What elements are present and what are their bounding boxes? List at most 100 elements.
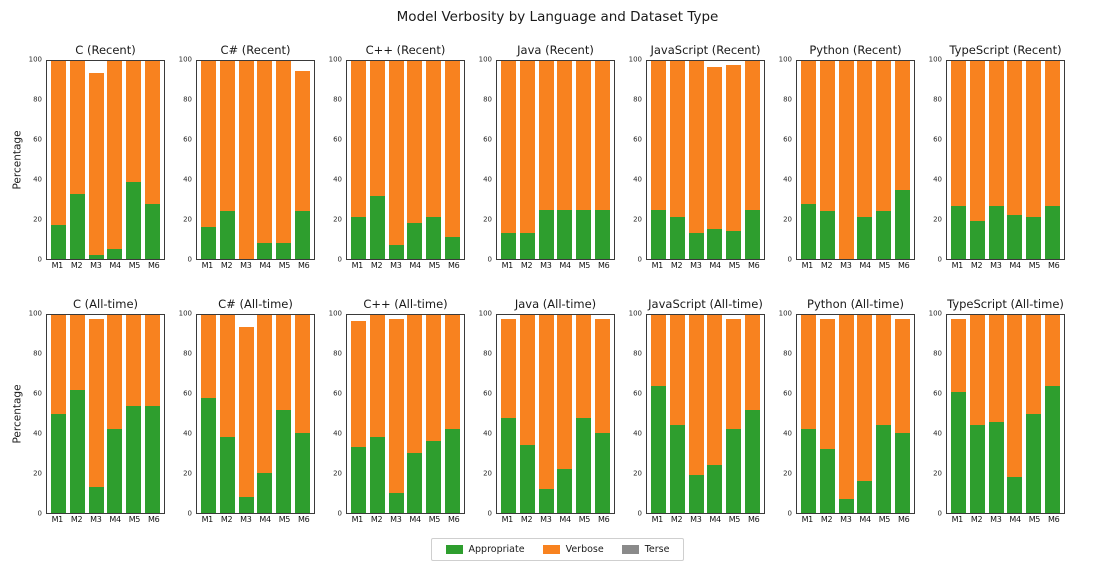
x-tick-label: M6 — [597, 514, 610, 524]
x-axis-ticks: M1 M2 M3 M4 M5 M6 — [196, 261, 315, 271]
x-tick-label: M1 — [201, 514, 214, 524]
y-tick-label: 0 — [37, 509, 42, 518]
y-tick-label: 80 — [633, 349, 642, 358]
y-tick-label: 60 — [333, 389, 342, 398]
x-tick-label: M2 — [70, 514, 83, 524]
bar-m1 — [950, 315, 966, 513]
subplot-title: Java (All-time) — [514, 296, 597, 311]
segment-verbose — [107, 61, 123, 250]
segment-appropriate — [200, 227, 216, 259]
segment-verbose — [745, 314, 761, 410]
segment-verbose — [500, 318, 516, 418]
x-tick-label: M6 — [1047, 261, 1060, 270]
x-tick-label: M5 — [428, 261, 441, 270]
x-tick-label: M5 — [128, 514, 141, 524]
bar-m1 — [650, 314, 666, 513]
y-tick-label: 60 — [183, 389, 192, 398]
x-tick-label: M3 — [390, 261, 402, 270]
bar-m5 — [576, 314, 592, 513]
x-axis-ticks: M1 M2 M3 M4 M5 M6 — [796, 261, 915, 271]
segment-verbose — [876, 61, 892, 212]
subplot-title: Python (Recent) — [809, 43, 902, 57]
y-tick-label: 60 — [33, 389, 42, 398]
bar-m1 — [50, 314, 66, 513]
segment-verbose — [88, 72, 104, 256]
x-axis-ticks: M1 M2 M3 M4 M5 M6 — [496, 261, 615, 271]
y-tick-label: 100 — [28, 309, 42, 318]
bar-m4 — [1007, 61, 1023, 259]
segment-verbose — [257, 61, 273, 244]
segment-verbose — [295, 314, 311, 434]
bar-m2 — [69, 61, 85, 259]
x-tick-label: M6 — [297, 261, 310, 270]
y-tick-label: 80 — [783, 95, 792, 104]
segment-appropriate — [257, 473, 273, 513]
legend-label: Terse — [644, 544, 670, 556]
y-tick-label: 60 — [933, 135, 942, 144]
segment-verbose — [557, 314, 573, 470]
segment-appropriate — [950, 391, 966, 513]
x-tick-label: M6 — [147, 261, 160, 270]
y-tick-label: 40 — [783, 175, 792, 184]
y-tick-label: 0 — [937, 255, 942, 264]
segment-verbose — [219, 314, 235, 438]
plot-area — [796, 313, 915, 514]
y-tick-label: 80 — [483, 349, 492, 358]
segment-appropriate — [595, 433, 611, 513]
segment-verbose — [145, 314, 161, 406]
subplot-row-recent: Percentage C (Recent) 0 20 40 60 80 100 M1 M2 M3 M… — [10, 43, 1115, 271]
subplot-title: Java (Recent) — [517, 43, 594, 57]
y-tick-label: 40 — [483, 175, 492, 184]
x-tick-label: M5 — [878, 514, 891, 524]
y-tick-label: 40 — [633, 429, 642, 438]
y-tick-label: 100 — [928, 309, 942, 318]
plot-wrap: 0 20 40 60 80 100 — [326, 56, 465, 263]
segment-appropriate — [650, 209, 666, 259]
bar-m2 — [969, 61, 985, 259]
y-tick-label: 80 — [333, 95, 342, 104]
segment-appropriate — [538, 209, 554, 259]
plot-area — [646, 313, 765, 514]
x-tick-label: M3 — [990, 261, 1002, 270]
bar-m6 — [445, 61, 461, 259]
y-tick-label: 60 — [633, 135, 642, 144]
subplot-cpp-all-time: C++ (All-time) 0 20 40 60 80 100 M1 M2 M3 M4 M5 M6 — [326, 297, 476, 525]
y-tick-label: 60 — [783, 389, 792, 398]
subplot-title: C (All-time) — [72, 296, 139, 311]
segment-verbose — [295, 70, 311, 212]
segment-verbose — [576, 314, 592, 418]
subplot-java-recent: Java (Recent) 0 20 40 60 80 100 M1 M2 M3 M4 M5 M6 — [476, 43, 626, 271]
x-axis-ticks: M1 M2 M3 M4 M5 M6 — [346, 515, 465, 525]
segment-verbose — [745, 61, 761, 210]
x-tick-label: M3 — [90, 261, 102, 270]
y-tick-label: 0 — [637, 509, 642, 518]
segment-verbose — [1026, 61, 1042, 218]
segment-appropriate — [126, 405, 142, 513]
bar-m3 — [88, 315, 104, 513]
x-tick-label: M3 — [540, 514, 552, 524]
x-axis-ticks: M1 M2 M3 M4 M5 M6 — [946, 261, 1065, 271]
x-tick-label: M1 — [951, 514, 964, 524]
bar-m2 — [369, 61, 385, 259]
x-tick-label: M5 — [578, 261, 591, 270]
bar-m6 — [745, 314, 761, 513]
segment-verbose — [838, 61, 854, 259]
legend-item-appropriate: Appropriate — [445, 544, 525, 555]
segment-appropriate — [107, 249, 123, 259]
segment-verbose — [800, 314, 816, 430]
bar-m6 — [145, 314, 161, 513]
y-tick-label: 80 — [933, 95, 942, 104]
y-tick-label: 40 — [633, 175, 642, 184]
subplot-javascript-all-time: JavaScript (All-time) 0 20 40 60 80 100 M1 M2 M3 M… — [626, 297, 776, 525]
y-tick-label: 60 — [33, 135, 42, 144]
bar-m4 — [257, 314, 273, 513]
segment-verbose — [500, 61, 516, 234]
segment-verbose — [895, 61, 911, 190]
y-tick-label: 100 — [928, 55, 942, 64]
legend-box: Appropriate Verbose Terse — [430, 538, 685, 562]
segment-verbose — [950, 318, 966, 392]
bar-m5 — [576, 61, 592, 259]
y-tick-label: 60 — [333, 135, 342, 144]
segment-appropriate — [88, 255, 104, 259]
plot-wrap: 0 20 40 60 80 100 — [776, 310, 915, 517]
